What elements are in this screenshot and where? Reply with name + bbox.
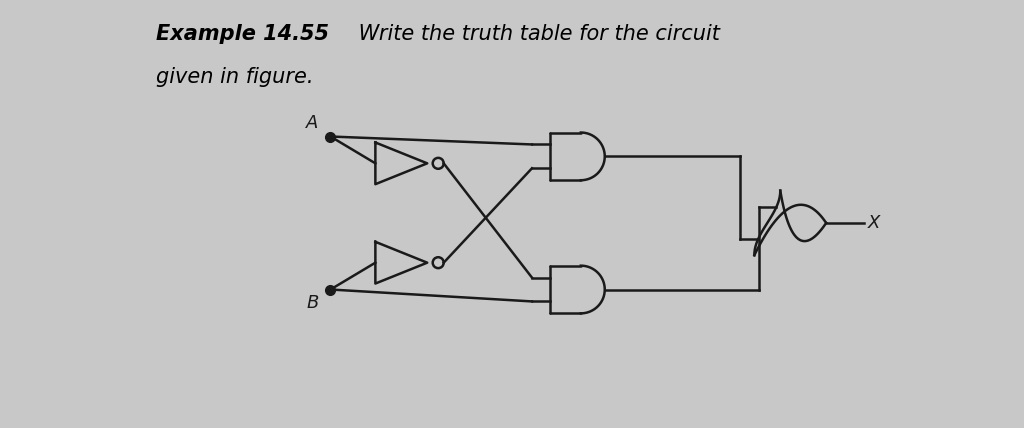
Text: X: X	[868, 214, 881, 232]
Text: given in figure.: given in figure.	[156, 67, 313, 87]
Text: B: B	[306, 294, 318, 312]
Text: Example 14.55: Example 14.55	[156, 24, 329, 44]
Text: A: A	[306, 113, 318, 131]
Text: Write the truth table for the circuit: Write the truth table for the circuit	[352, 24, 720, 44]
